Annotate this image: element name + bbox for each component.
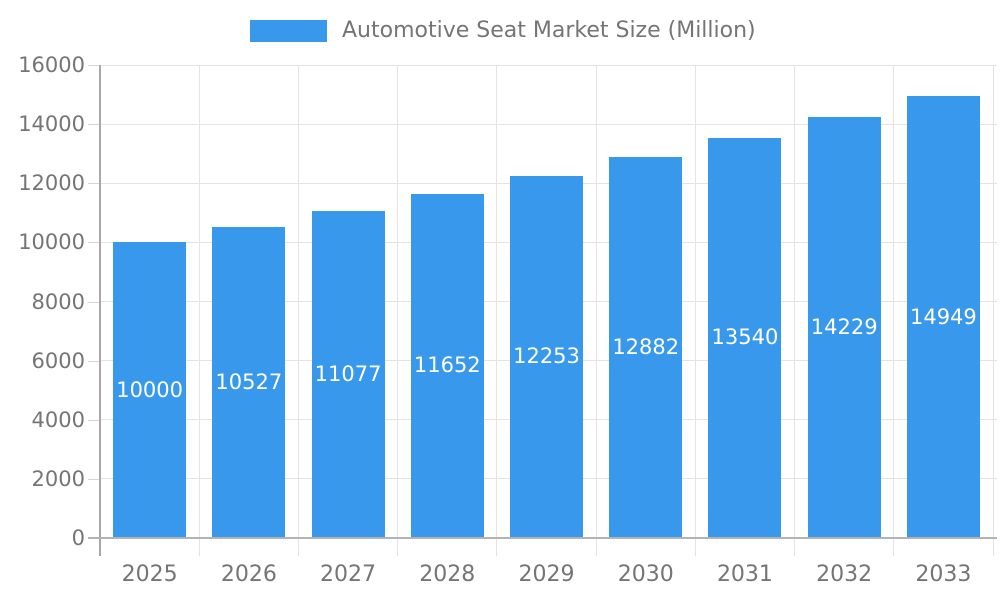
x-grid-line bbox=[595, 65, 597, 556]
bar[interactable] bbox=[311, 210, 385, 537]
bar[interactable] bbox=[708, 137, 782, 537]
y-tick-mark bbox=[88, 242, 100, 244]
x-tick-label: 2030 bbox=[617, 562, 674, 587]
y-tick-label: 14000 bbox=[18, 112, 85, 137]
y-tick-label: 10000 bbox=[18, 230, 85, 255]
bar-value-label: 14949 bbox=[909, 304, 977, 329]
bar[interactable] bbox=[807, 117, 881, 537]
y-axis-line bbox=[99, 65, 101, 556]
bar-value-label: 11077 bbox=[314, 361, 382, 386]
bar[interactable] bbox=[113, 242, 187, 537]
x-grid-line bbox=[992, 65, 994, 556]
bar[interactable] bbox=[609, 157, 683, 537]
legend-swatch bbox=[250, 19, 327, 42]
y-tick-mark bbox=[88, 478, 100, 480]
bar[interactable] bbox=[906, 96, 980, 537]
bar-value-label: 11652 bbox=[413, 353, 481, 378]
legend-label: Automotive Seat Market Size (Million) bbox=[342, 18, 756, 43]
y-tick-mark bbox=[88, 65, 100, 66]
x-grid-line bbox=[694, 65, 696, 556]
x-grid-line bbox=[297, 65, 299, 556]
y-tick-label: 16000 bbox=[18, 53, 85, 77]
bar-value-label: 12882 bbox=[612, 335, 680, 360]
x-tick-label: 2031 bbox=[716, 562, 773, 587]
y-grid-line bbox=[100, 64, 997, 66]
x-tick-label: 2033 bbox=[915, 562, 972, 587]
x-tick-label: 2029 bbox=[518, 562, 575, 587]
y-tick-mark bbox=[88, 124, 100, 126]
x-grid-line bbox=[794, 65, 796, 556]
bar-value-label: 13540 bbox=[711, 325, 779, 350]
y-tick-label: 0 bbox=[71, 526, 85, 550]
bar[interactable] bbox=[212, 226, 286, 537]
y-tick-label: 8000 bbox=[31, 289, 85, 314]
bar-value-label: 10000 bbox=[116, 377, 184, 402]
bar-value-label: 12253 bbox=[513, 344, 580, 369]
x-grid-line bbox=[198, 65, 200, 556]
x-tick-label: 2027 bbox=[320, 562, 377, 587]
x-tick-label: 2028 bbox=[419, 562, 476, 587]
y-tick-label: 2000 bbox=[31, 466, 85, 491]
x-tick-label: 2025 bbox=[121, 562, 178, 587]
y-tick-label: 4000 bbox=[31, 407, 85, 432]
bar-value-label: 14229 bbox=[810, 315, 878, 340]
bar[interactable] bbox=[510, 175, 583, 537]
x-grid-line bbox=[397, 65, 399, 556]
y-tick-label: 6000 bbox=[31, 348, 85, 373]
legend-item[interactable]: Automotive Seat Market Size (Million) bbox=[250, 17, 756, 44]
x-axis-line bbox=[88, 537, 997, 539]
y-tick-label: 12000 bbox=[18, 171, 85, 196]
bar-value-label: 10527 bbox=[215, 369, 283, 394]
x-tick-label: 2026 bbox=[220, 562, 277, 587]
bar[interactable] bbox=[410, 193, 484, 537]
x-grid-line bbox=[496, 65, 498, 556]
x-grid-line bbox=[893, 65, 895, 556]
y-tick-mark bbox=[88, 419, 100, 421]
y-grid-line bbox=[100, 123, 997, 125]
y-tick-mark bbox=[88, 360, 100, 362]
y-tick-mark bbox=[88, 301, 100, 303]
x-tick-label: 2032 bbox=[816, 562, 873, 587]
y-tick-mark bbox=[88, 183, 100, 185]
